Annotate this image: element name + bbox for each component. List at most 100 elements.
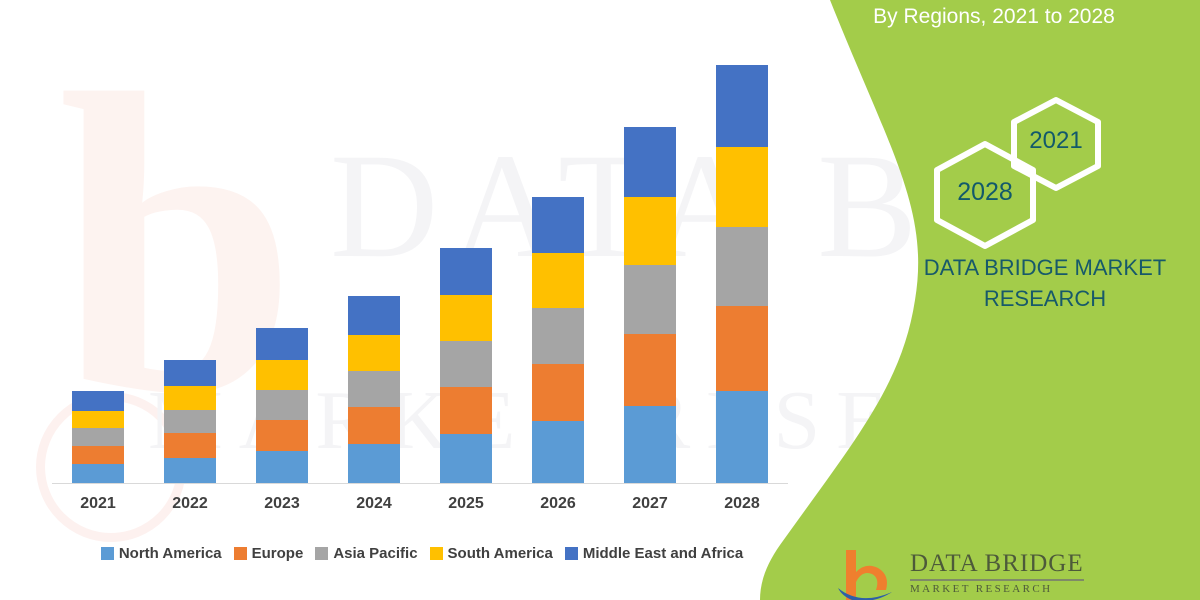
bar-group — [624, 127, 676, 483]
panel-brand-line-1: DATA BRIDGE MARKET — [923, 255, 1167, 280]
bar-group — [440, 247, 492, 483]
bar-group — [256, 327, 308, 483]
x-tick-label-2027: 2027 — [632, 495, 668, 512]
x-tick-label-2025: 2025 — [448, 495, 484, 512]
bar-segment[interactable] — [256, 419, 308, 451]
data-bridge-logo-mark-icon — [838, 548, 904, 600]
bar-group — [716, 65, 768, 483]
x-tick-label-2026: 2026 — [540, 495, 576, 512]
hexagon-label-2021: 2021 — [1029, 127, 1083, 154]
bar-segment[interactable] — [532, 363, 584, 421]
bar-segment[interactable] — [532, 196, 584, 253]
bar-segment[interactable] — [348, 296, 400, 335]
bar-segment[interactable] — [624, 196, 676, 266]
x-tick-label-2023: 2023 — [264, 495, 300, 512]
bar-segment[interactable] — [256, 389, 308, 420]
bar-segment[interactable] — [164, 458, 216, 483]
bar-segment[interactable] — [72, 428, 124, 446]
panel-title: By Regions, 2021 to 2028 — [814, 0, 1174, 34]
hexagon-badges: 2021 2028 — [928, 96, 1108, 249]
bar-segment[interactable] — [624, 265, 676, 334]
x-tick-label-2021: 2021 — [80, 495, 116, 512]
bar-segment[interactable] — [348, 444, 400, 483]
chart-area: USD XX Million by 2028 20212022202320242… — [52, 60, 792, 565]
bar-segment[interactable] — [440, 295, 492, 342]
legend-label: Europe — [251, 544, 304, 562]
bar-segment[interactable] — [256, 450, 308, 483]
bar-group — [164, 359, 216, 483]
bar-segment[interactable] — [348, 371, 400, 408]
legend-label: Asia Pacific — [333, 544, 418, 562]
x-axis-line — [52, 483, 788, 484]
stacked-bar-2024[interactable] — [348, 296, 400, 483]
legend-item[interactable]: Middle East and Africa — [564, 544, 744, 562]
stacked-bar-2025[interactable] — [440, 247, 492, 483]
green-side-panel — [760, 0, 1200, 600]
bar-segment[interactable] — [72, 464, 124, 483]
bar-segment[interactable] — [440, 387, 492, 435]
hexagon-label-2028: 2028 — [957, 178, 1013, 206]
legend-item[interactable]: Europe — [233, 544, 304, 562]
data-bridge-logo-text: DATA BRIDGE MARKET RESEARCH — [910, 550, 1084, 595]
bar-segment[interactable] — [716, 147, 768, 227]
legend-label: Middle East and Africa — [582, 544, 744, 562]
hexagon-badge-2028: 2028 — [928, 140, 1042, 250]
bar-segment[interactable] — [440, 341, 492, 388]
panel-brand-text: DATA BRIDGE MARKET RESEARCH — [900, 252, 1190, 314]
bar-segment[interactable] — [164, 359, 216, 386]
legend-swatch-icon — [233, 546, 247, 560]
panel-brand-line-2: RESEARCH — [983, 286, 1107, 311]
panel-title-line-2: By Regions, 2021 to 2028 — [873, 5, 1115, 28]
bar-segment[interactable] — [532, 252, 584, 308]
legend-label: North America — [118, 544, 222, 562]
bar-segment[interactable] — [624, 405, 676, 483]
bar-segment[interactable] — [716, 226, 768, 307]
x-axis-tick-labels: 2021 2022 2023 2024 2025 2026 2027 2028 — [52, 495, 788, 525]
bar-group — [532, 196, 584, 483]
bar-segment[interactable] — [532, 307, 584, 364]
stacked-bar-2026[interactable] — [532, 196, 584, 483]
bar-segment[interactable] — [72, 445, 124, 465]
bar-segment[interactable] — [164, 409, 216, 434]
bar-group — [348, 296, 400, 483]
bar-segment[interactable] — [72, 410, 124, 429]
bar-segment[interactable] — [624, 127, 676, 197]
logo-text-sub: MARKET RESEARCH — [910, 583, 1053, 595]
bar-segment[interactable] — [72, 390, 124, 411]
x-tick-label-2024: 2024 — [356, 495, 392, 512]
legend-swatch-icon — [100, 546, 114, 560]
legend-swatch-icon — [315, 546, 329, 560]
x-tick-label-2022: 2022 — [172, 495, 208, 512]
stacked-bar-2028[interactable] — [716, 65, 768, 483]
legend-item[interactable]: Asia Pacific — [315, 544, 418, 562]
x-tick-label-2028: 2028 — [724, 495, 760, 512]
stacked-bar-2027[interactable] — [624, 127, 676, 483]
stacked-bar-2022[interactable] — [164, 359, 216, 483]
bar-segment[interactable] — [256, 359, 308, 390]
hexagon-badge-2021: 2021 — [1006, 96, 1106, 192]
bar-segment[interactable] — [440, 247, 492, 296]
bar-segment[interactable] — [624, 333, 676, 406]
legend-item[interactable]: North America — [100, 544, 222, 562]
legend-swatch-icon — [429, 546, 443, 560]
bar-segment[interactable] — [532, 420, 584, 483]
bar-segment[interactable] — [164, 386, 216, 410]
legend-item[interactable]: South America — [429, 544, 553, 562]
bar-segment[interactable] — [440, 434, 492, 483]
bar-segment[interactable] — [716, 65, 768, 148]
bar-segment[interactable] — [256, 327, 308, 360]
chart-plot-area — [52, 60, 788, 483]
logo-text-main: DATA BRIDGE — [910, 550, 1084, 581]
bar-segment[interactable] — [716, 390, 768, 483]
bar-segment[interactable] — [348, 334, 400, 372]
legend-label: South America — [447, 544, 553, 562]
bar-segment[interactable] — [716, 306, 768, 391]
bar-segment[interactable] — [348, 407, 400, 445]
legend-swatch-icon — [564, 546, 578, 560]
bar-segment[interactable] — [164, 433, 216, 459]
data-bridge-logo: DATA BRIDGE MARKET RESEARCH — [838, 548, 1178, 600]
stacked-bar-2023[interactable] — [256, 327, 308, 483]
stacked-bar-2021[interactable] — [72, 390, 124, 483]
chart-legend: North America Europe Asia Pacific South Ame… — [52, 541, 792, 565]
bar-group — [72, 390, 124, 483]
